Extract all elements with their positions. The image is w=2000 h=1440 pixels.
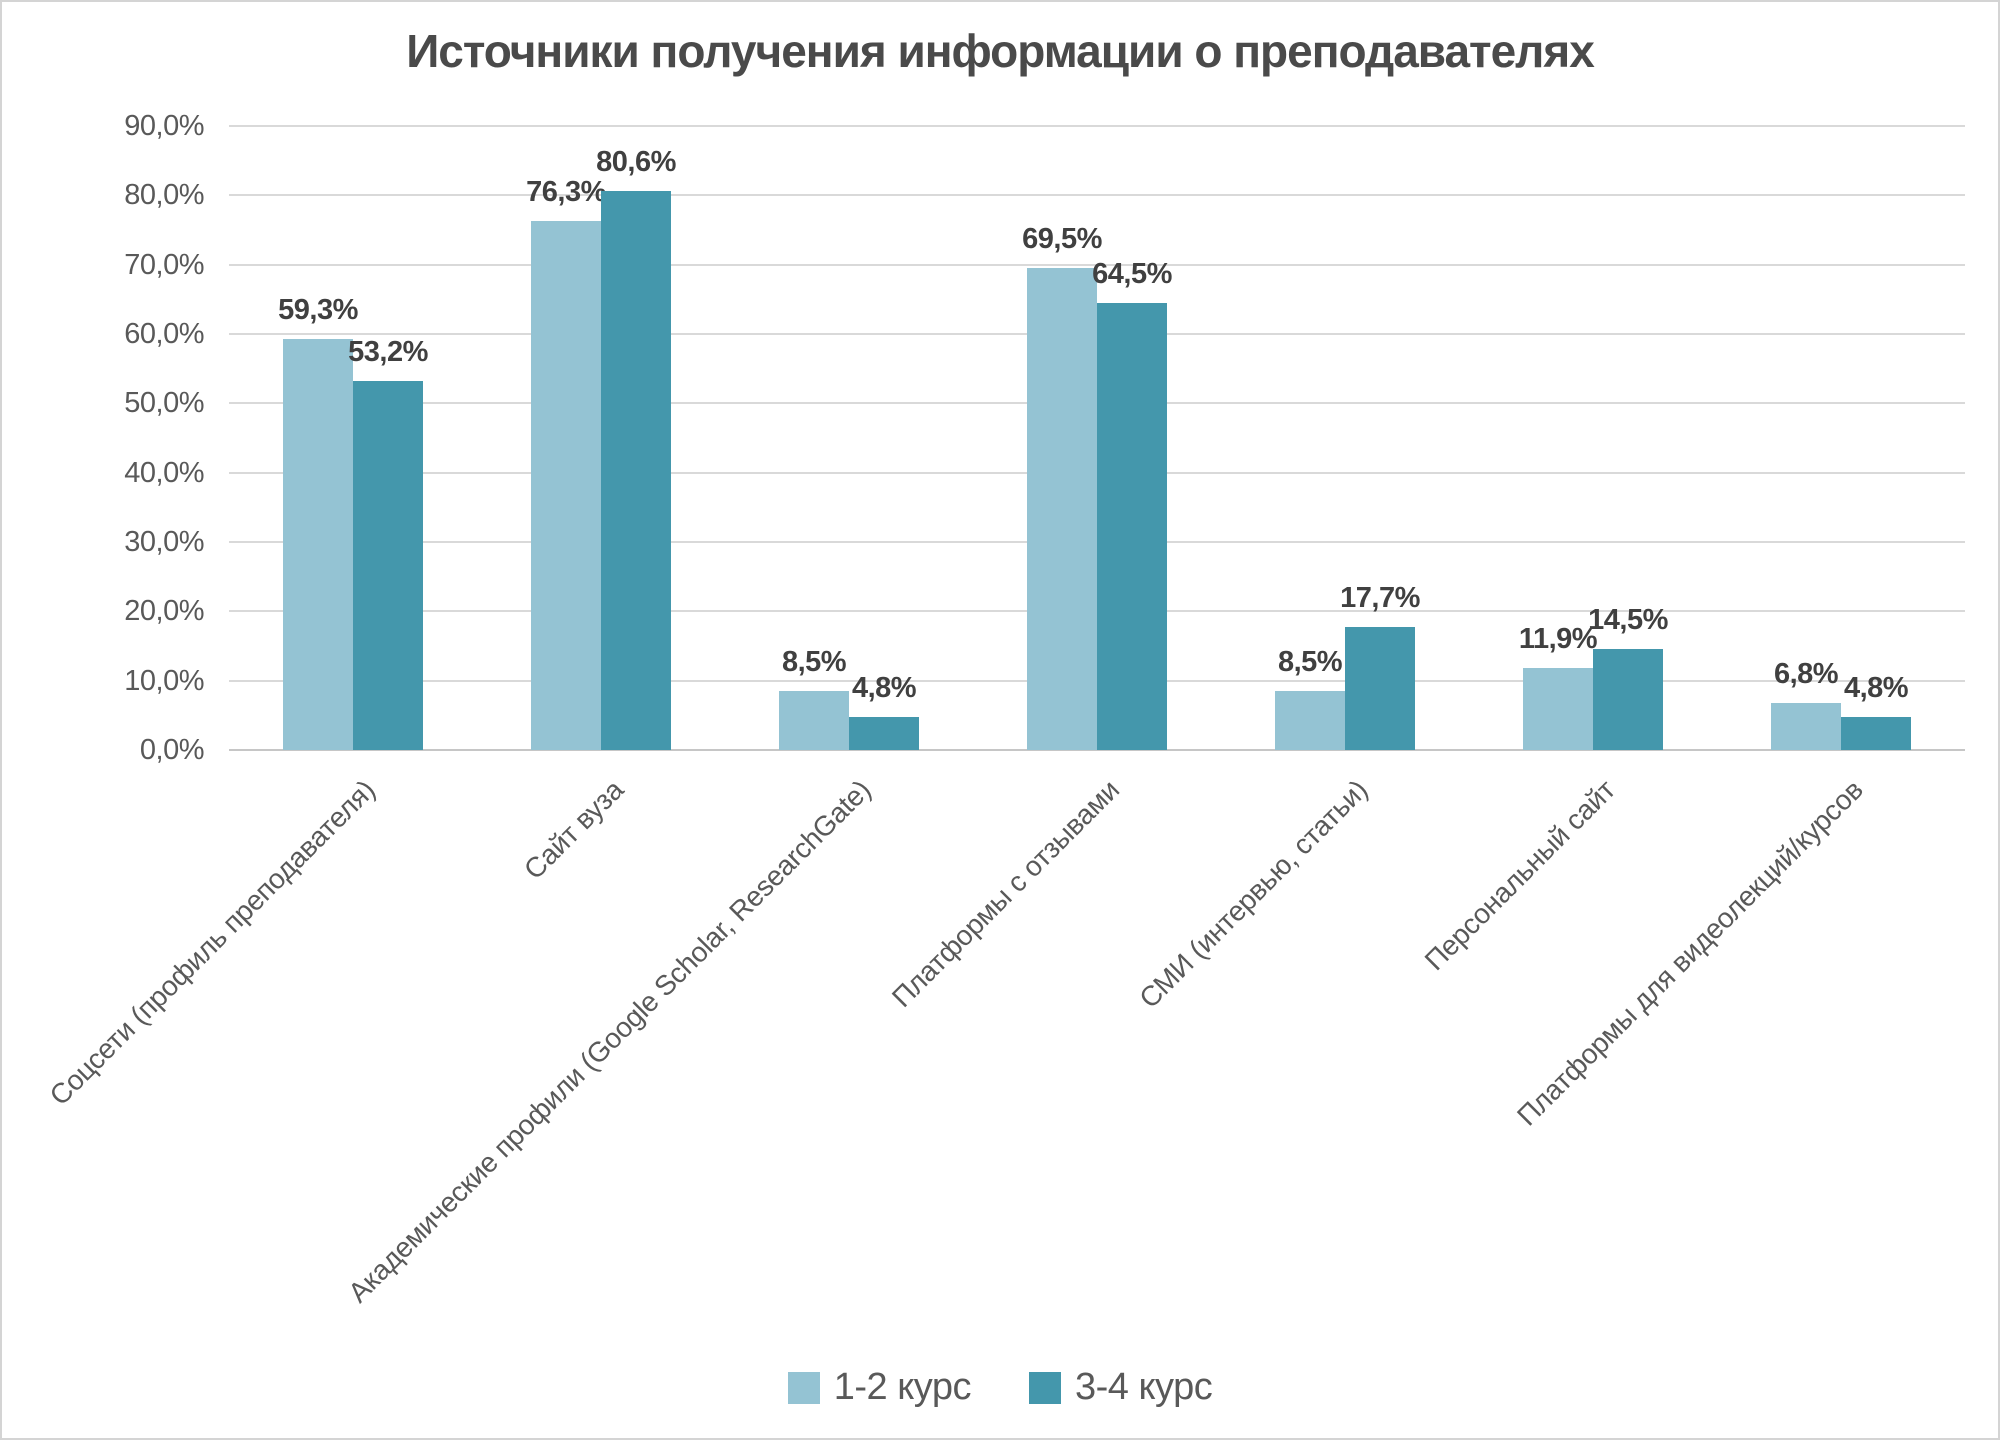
y-axis-tick-label: 70,0% xyxy=(124,248,204,281)
y-axis-tick-label: 10,0% xyxy=(124,664,204,697)
value-label: 53,2% xyxy=(348,336,428,369)
y-axis-tick-label: 20,0% xyxy=(124,595,204,628)
value-label: 14,5% xyxy=(1588,604,1668,637)
bar-series-2-cat-6 xyxy=(1593,649,1663,750)
category-label: Академические профили (Google Scholar, R… xyxy=(342,774,877,1309)
y-axis-tick-label: 50,0% xyxy=(124,387,204,420)
legend-item: 3-4 курс xyxy=(1029,1366,1213,1409)
bar-series-1-cat-5 xyxy=(1275,691,1345,750)
gridline xyxy=(229,263,1965,266)
category-label: Платформы с отзывами xyxy=(885,774,1125,1014)
value-label: 4,8% xyxy=(851,671,917,704)
legend-label: 3-4 курс xyxy=(1075,1366,1213,1408)
gridline xyxy=(229,194,1965,197)
value-label: 64,5% xyxy=(1092,257,1172,290)
category-label: Персональный сайт xyxy=(1418,774,1621,977)
value-label: 17,7% xyxy=(1340,582,1420,615)
bar-series-1-cat-7 xyxy=(1771,702,1841,750)
bar-series-1-cat-4 xyxy=(1027,268,1097,750)
bar-series-2-cat-1 xyxy=(353,381,423,750)
legend: 1-2 курс 3-4 курс xyxy=(2,1366,1998,1409)
bar-series-1-cat-1 xyxy=(283,338,353,750)
category-label: СМИ (интервью, статьи) xyxy=(1132,774,1373,1015)
gridline xyxy=(229,125,1965,127)
value-label: 59,3% xyxy=(278,293,358,326)
legend-label: 1-2 курс xyxy=(833,1366,972,1408)
y-axis-tick-label: 90,0% xyxy=(124,110,204,142)
bar-series-1-cat-2 xyxy=(531,221,601,750)
legend-item: 1-2 курс xyxy=(787,1366,972,1409)
y-axis-tick-label: 80,0% xyxy=(124,179,204,212)
plot-area: 59,3% 76,3% 8,5% 69,5% 8,5% 11,9% 6,8% 53,2% 80,… xyxy=(229,125,1965,751)
legend-swatch-icon xyxy=(787,1371,820,1404)
value-label: 6,8% xyxy=(1773,657,1839,690)
bar-series-1-cat-6 xyxy=(1523,667,1593,750)
bar-series-2-cat-3 xyxy=(849,716,919,750)
value-label: 11,9% xyxy=(1518,622,1598,655)
chart-title: Источники получения информации о препода… xyxy=(406,25,1595,77)
category-label: Сайт вуза xyxy=(517,774,629,886)
legend-swatch-icon xyxy=(1029,1371,1061,1404)
x-axis-line xyxy=(229,749,1965,751)
y-axis-tick-label: 30,0% xyxy=(124,526,204,558)
bar-series-2-cat-2 xyxy=(601,191,671,750)
value-label: 4,8% xyxy=(1843,671,1909,704)
category-label: Соцсети (профиль преподавателя) xyxy=(43,774,381,1112)
y-axis-tick-label: 60,0% xyxy=(124,318,204,350)
value-label: 8,5% xyxy=(1277,646,1343,679)
value-label: 69,5% xyxy=(1022,223,1102,256)
y-axis-tick-label: 40,0% xyxy=(124,456,204,489)
value-label: 80,6% xyxy=(596,146,676,179)
bar-series-2-cat-4 xyxy=(1097,302,1167,750)
bar-series-2-cat-7 xyxy=(1841,716,1911,750)
bar-series-1-cat-3 xyxy=(779,691,849,750)
value-label: 76,3% xyxy=(526,176,606,208)
value-label: 8,5% xyxy=(781,646,847,679)
bar-series-2-cat-5 xyxy=(1345,627,1415,750)
y-axis-tick-label: 0,0% xyxy=(139,734,205,766)
